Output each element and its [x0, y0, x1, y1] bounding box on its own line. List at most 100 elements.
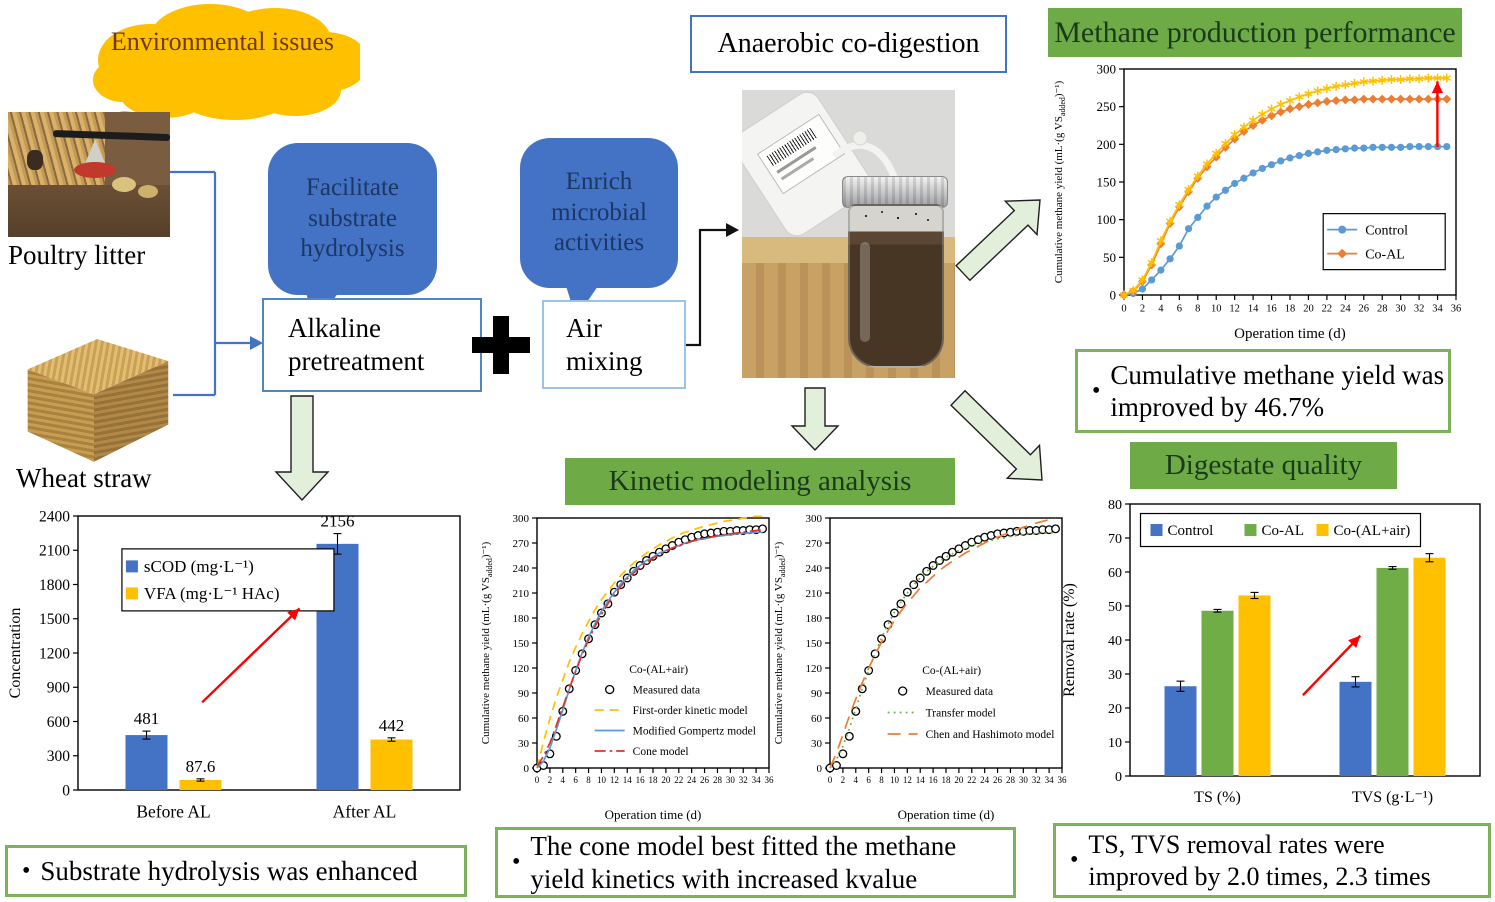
methane-conclusion-text: Cumulative methane yield was improved by…: [1110, 359, 1445, 422]
svg-text:4: 4: [561, 775, 566, 785]
svg-text:Control: Control: [1365, 223, 1408, 238]
svg-text:Removal rate (%): Removal rate (%): [1061, 583, 1078, 697]
svg-text:Operation time (d): Operation time (d): [1234, 326, 1346, 342]
svg-text:100: 100: [1097, 212, 1117, 227]
svg-text:240: 240: [806, 563, 823, 575]
svg-text:300: 300: [47, 748, 71, 765]
poultry-litter-photo: [8, 112, 170, 237]
svg-text:300: 300: [513, 513, 530, 525]
svg-text:60: 60: [811, 713, 823, 725]
svg-text:8: 8: [1195, 304, 1200, 315]
header-methane: Methane production performance: [1048, 8, 1462, 57]
svg-text:14: 14: [623, 775, 633, 785]
svg-text:2: 2: [548, 775, 553, 785]
svg-text:600: 600: [47, 714, 71, 731]
svg-text:26: 26: [1359, 304, 1370, 315]
svg-text:24: 24: [980, 775, 990, 785]
svg-text:10: 10: [597, 775, 607, 785]
svg-text:Cumulative methane yield (mL·(: Cumulative methane yield (mL·(g VSadded)…: [773, 541, 787, 744]
svg-text:2400: 2400: [39, 508, 70, 525]
svg-text:900: 900: [47, 680, 71, 697]
svg-text:180: 180: [513, 613, 530, 625]
svg-text:16: 16: [929, 775, 939, 785]
svg-text:180: 180: [806, 613, 823, 625]
svg-text:4: 4: [1158, 304, 1164, 315]
facilitate-bubble: Facilitate substrate hydrolysis: [268, 143, 437, 325]
svg-text:120: 120: [513, 663, 530, 675]
thought-cloud-shape: [93, 4, 360, 139]
svg-text:32: 32: [1414, 304, 1425, 315]
svg-text:34: 34: [1432, 304, 1443, 315]
svg-text:30: 30: [726, 775, 736, 785]
svg-text:6: 6: [866, 775, 871, 785]
poultry-label: Poultry litter: [8, 240, 146, 270]
svg-text:0: 0: [828, 775, 833, 785]
svg-text:8: 8: [879, 775, 884, 785]
hydrolysis-conclusion-text: Substrate hydrolysis was enhanced: [40, 855, 418, 886]
svg-text:30: 30: [811, 738, 823, 750]
svg-text:20: 20: [954, 775, 964, 785]
svg-text:36: 36: [1451, 304, 1462, 315]
svg-text:0: 0: [524, 763, 530, 775]
svg-text:120: 120: [806, 663, 823, 675]
svg-text:18: 18: [942, 775, 952, 785]
alkaline-pretreatment-box: Alkaline pretreatment: [262, 298, 482, 392]
svg-text:Concentration: Concentration: [7, 608, 24, 699]
svg-text:36: 36: [765, 775, 775, 785]
hen: [27, 149, 44, 170]
svg-text:VFA (mg·L⁻¹ HAc): VFA (mg·L⁻¹ HAc): [144, 584, 280, 603]
svg-text:Cumulative methane yield (mL·(: Cumulative methane yield (mL·(g VSadded)…: [480, 541, 494, 744]
svg-text:1500: 1500: [39, 611, 70, 628]
svg-text:30: 30: [518, 738, 530, 750]
svg-text:First-order kinetic model: First-order kinetic model: [633, 705, 748, 717]
air-box-label: Air mixing: [566, 312, 643, 376]
svg-text:250: 250: [1097, 99, 1117, 114]
svg-text:0: 0: [535, 775, 540, 785]
svg-text:80: 80: [1108, 498, 1122, 513]
svg-text:0: 0: [817, 763, 823, 775]
svg-text:24: 24: [1340, 304, 1351, 315]
svg-text:14: 14: [1248, 304, 1259, 315]
svg-text:8: 8: [586, 775, 591, 785]
svg-text:150: 150: [806, 638, 823, 650]
svg-text:Operation time (d): Operation time (d): [898, 807, 995, 822]
svg-text:210: 210: [513, 588, 530, 600]
svg-text:20: 20: [661, 775, 671, 785]
svg-text:30: 30: [1395, 304, 1406, 315]
svg-text:20: 20: [1303, 304, 1314, 315]
svg-text:28: 28: [713, 775, 723, 785]
digestate-quality-chart: 0 10 20 30 40 50 60 70 80 TS (%) TVS (g·L⁻¹) Remova…: [1061, 498, 1481, 806]
svg-text:270: 270: [513, 538, 530, 550]
kinetic-conclusion-text: The cone model best fitted the methane y…: [530, 831, 957, 894]
svg-text:10: 10: [1108, 736, 1122, 751]
svg-text:20: 20: [1108, 702, 1122, 717]
svg-text:16: 16: [636, 775, 646, 785]
svg-text:32: 32: [1032, 775, 1041, 785]
svg-text:22: 22: [674, 775, 683, 785]
svg-text:270: 270: [806, 538, 823, 550]
plus-icon: [472, 316, 530, 374]
svg-text:6: 6: [573, 775, 578, 785]
svg-text:TVS (g·L⁻¹): TVS (g·L⁻¹): [1352, 789, 1433, 806]
svg-text:90: 90: [811, 688, 823, 700]
svg-text:22: 22: [1322, 304, 1333, 315]
chick: [137, 184, 158, 198]
removal-conclusion-text: TS, TVS removal rates were improved by 2…: [1088, 830, 1431, 891]
glass-highlight: [860, 242, 870, 342]
svg-text:Operation time (d): Operation time (d): [605, 807, 702, 822]
svg-text:150: 150: [1097, 175, 1117, 190]
anaerobic-codigestion-box: Anaerobic co-digestion: [690, 15, 1007, 73]
svg-text:24: 24: [687, 775, 697, 785]
gas-tube: [831, 130, 899, 182]
svg-text:16: 16: [1266, 304, 1277, 315]
header-kinetic: Kinetic modeling analysis: [565, 458, 955, 505]
svg-text:18: 18: [1285, 304, 1296, 315]
svg-text:1200: 1200: [39, 645, 70, 662]
svg-text:4: 4: [854, 775, 859, 785]
svg-text:0: 0: [1121, 304, 1126, 315]
svg-text:0: 0: [62, 782, 70, 799]
svg-text:Cone model: Cone model: [633, 746, 689, 758]
bullet-icon: •: [1092, 377, 1101, 404]
